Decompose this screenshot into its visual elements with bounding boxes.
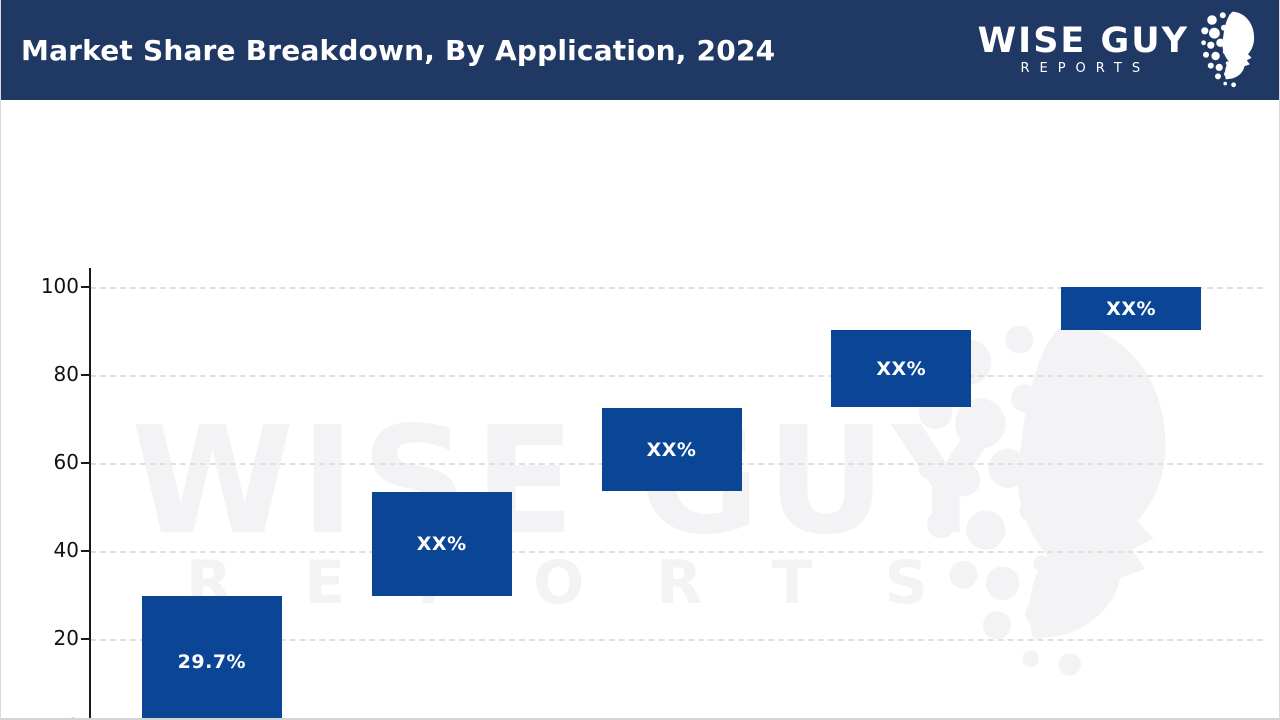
ytick-mark: [81, 638, 89, 640]
gridline-100: [90, 287, 1263, 289]
page-title: Market Share Breakdown, By Application, …: [21, 33, 776, 67]
waterfall-chart: WISE GUY REPORTS 02040608010029.7%Silane…: [1, 100, 1279, 718]
logo-wordmark: WISE GUY: [977, 21, 1189, 61]
bar-textiles: XX%: [831, 330, 972, 408]
ytick-mark: [81, 286, 89, 288]
gridline-20: [90, 639, 1263, 641]
ytick-label-40: 40: [53, 538, 79, 562]
header-bar: Market Share Breakdown, By Application, …: [1, 0, 1280, 100]
ytick-mark: [81, 374, 89, 376]
bar-value-label: XX%: [646, 438, 697, 461]
logo-subtitle: REPORTS: [1020, 61, 1151, 76]
ytick-label-60: 60: [53, 450, 79, 474]
bar-value-label: XX%: [1106, 297, 1157, 320]
gridline-80: [90, 375, 1263, 377]
wise-guy-logo: WISE GUY REPORTS: [978, 8, 1280, 92]
face-profile-icon: [1193, 8, 1267, 92]
bar-value-label: XX%: [876, 357, 927, 380]
watermark-wordmark: WISE GUY: [131, 395, 1006, 567]
ytick-mark: [81, 550, 89, 552]
ytick-label-20: 20: [53, 626, 79, 650]
bar-coatings: XX%: [601, 408, 742, 492]
y-axis: [89, 268, 91, 718]
gridline-40: [90, 551, 1263, 553]
logo-text: WISE GUY REPORTS: [977, 21, 1189, 77]
bar-value-label: XX%: [416, 533, 467, 556]
bar-adhesives-and-sealants: XX%: [371, 492, 512, 597]
ytick-label-0: 0: [29, 714, 79, 718]
watermark-subtitle: REPORTS: [186, 548, 1000, 618]
ytick-label-100: 100: [40, 274, 79, 298]
bar-value-label: 29.7%: [177, 650, 247, 673]
bar-composites: XX%: [1061, 287, 1202, 331]
ytick-mark: [81, 462, 89, 464]
ytick-label-80: 80: [53, 362, 79, 386]
bar-silane-coupling-agent: 29.7%: [141, 596, 282, 718]
